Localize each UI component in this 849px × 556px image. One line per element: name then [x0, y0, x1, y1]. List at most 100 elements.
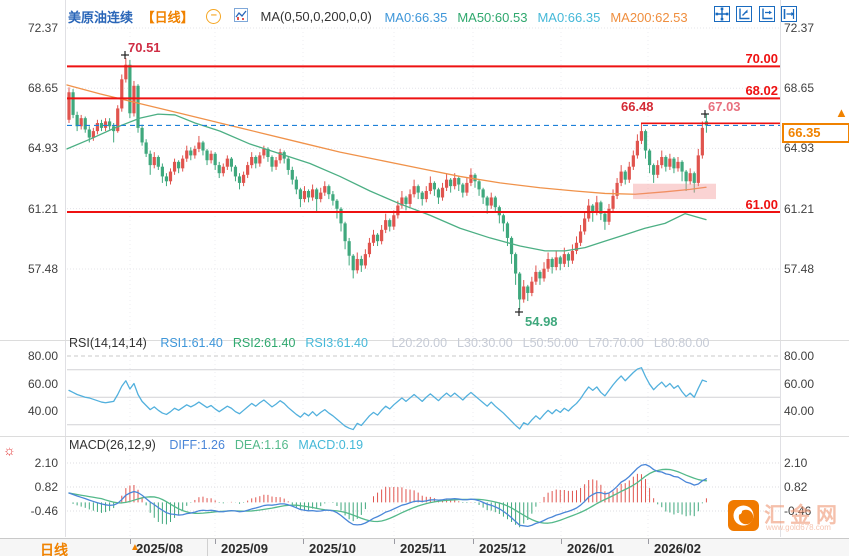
date-tick — [473, 539, 475, 544]
ma-value: MA200:62.53 — [610, 9, 688, 25]
macd-axis-label: -0.46 — [30, 504, 58, 518]
price-axis-label: 57.48 — [27, 262, 58, 276]
date-label: 2026/02 — [654, 541, 701, 556]
macd-values: DIFF:1.26 DEA:1.16 MACD:0.19 — [169, 438, 373, 452]
rsi-axis-label: 60.00 — [27, 376, 58, 391]
auto-fit-icon[interactable] — [758, 6, 775, 27]
collapse-icon[interactable]: – — [206, 9, 222, 24]
annotation-label: 54.98 — [525, 314, 558, 329]
price-axis-label: 68.65 — [27, 81, 58, 96]
price-axis-label: 64.93 — [784, 141, 815, 156]
level-label: 61.00 — [745, 197, 778, 213]
site-logo-url: www.gold678.com — [766, 523, 831, 532]
rsi-level-label: L70:70.00 — [588, 336, 644, 350]
current-price-tag: 66.35 — [782, 123, 849, 143]
ma-value: MA0:66.35 — [537, 9, 601, 25]
site-logo-text: 汇金网 — [764, 504, 842, 527]
indicator-settings-icon[interactable]: ☼ — [3, 442, 16, 458]
price-axis-label: 72.37 — [784, 21, 815, 35]
price-axis-label: 64.93 — [27, 141, 58, 156]
price-axis-label: 61.21 — [27, 201, 58, 216]
diff-line — [68, 463, 708, 528]
site-logo-icon — [728, 500, 759, 536]
y-axis-scale-icon[interactable] — [736, 6, 753, 27]
bottom-bar-divider — [207, 539, 208, 556]
rsi-axis-label: 80.00 — [27, 349, 58, 363]
left-axis-border — [65, 0, 66, 537]
date-tick — [394, 539, 396, 544]
support-resistance-lines — [67, 65, 780, 214]
macd-value: DEA:1.16 — [234, 438, 289, 452]
price-up-arrow-icon: ▲ — [835, 105, 848, 120]
level-label: 70.00 — [745, 51, 778, 67]
rsi-axis-label: 40.00 — [784, 404, 815, 418]
period-selector[interactable]: 日线 — [40, 542, 68, 556]
period-dropdown-icon[interactable]: ▲ — [130, 542, 140, 553]
level-label: 68.02 — [745, 83, 778, 99]
bottom-bar: 日线 ▲ 2025/08 2025/09 2025/10 2025/11 2025/12… — [0, 538, 849, 556]
date-tick — [130, 539, 132, 544]
macd-value: DIFF:1.26 — [169, 438, 225, 452]
date-tick — [648, 539, 650, 544]
rsi-gridlines — [67, 355, 780, 426]
chart-toolbar — [712, 6, 798, 27]
ma50-line — [66, 113, 707, 252]
rsi-axis-label: 40.00 — [27, 404, 58, 418]
extreme-markers — [121, 51, 709, 316]
period-tag: 【日线】 — [141, 10, 194, 25]
rsi-axis-label: 80.00 — [784, 349, 815, 363]
macd-axis-label: 2.10 — [34, 456, 58, 470]
gridlines — [67, 27, 780, 536]
rsi-header: RSI(14,14,14) RSI1:61.40 RSI2:61.40 RSI3:6… — [69, 336, 729, 350]
candlestick-series — [67, 58, 709, 310]
ma-values: MA0:66.35 MA50:60.53 MA0:66.35 MA200:62.53 — [384, 8, 697, 25]
ma-value: MA0:66.35 — [384, 9, 448, 25]
date-label: 2025/11 — [400, 541, 447, 556]
annotation-label: 70.51 — [128, 40, 161, 55]
indicator-chart-icon[interactable] — [233, 7, 248, 25]
macd-axis-label: 2.10 — [784, 456, 808, 470]
current-price-value: 66.35 — [788, 125, 821, 140]
rsi-value: RSI3:61.40 — [305, 336, 368, 350]
rsi-value: RSI2:61.40 — [232, 336, 296, 350]
highlight-zone — [633, 183, 716, 200]
rsi-values: RSI1:61.40 RSI2:61.40 RSI3:61.40 — [160, 336, 378, 350]
rsi-line — [68, 367, 708, 431]
instrument-title: 美原油连续 — [68, 10, 134, 25]
macd-histogram — [72, 473, 707, 528]
rsi-level-labels: L20:20.00 L30:30.00 L50:50.00 L70:70.00 L80:… — [391, 336, 719, 350]
macd-axis-label: 0.82 — [784, 480, 808, 494]
date-label: 2025/12 — [479, 541, 526, 556]
price-axis-label: 57.48 — [784, 262, 815, 276]
rsi-value: RSI1:61.40 — [160, 336, 223, 350]
macd-axis-label: -0.46 — [784, 504, 812, 518]
date-tick — [215, 539, 217, 544]
rsi-formula: RSI(14,14,14) — [69, 336, 147, 350]
main-chart-header: 美原油连续 【日线】 – MA(0,50,0,200,0,0) MA0:66.3… — [68, 7, 698, 26]
pan-crosshair-icon[interactable] — [714, 6, 730, 27]
ma200-line — [66, 84, 707, 195]
scroll-right-icon[interactable] — [781, 6, 798, 27]
date-label: 2025/09 — [221, 541, 268, 556]
price-axis-label: 68.65 — [784, 81, 815, 96]
rsi-axis-label: 60.00 — [784, 376, 815, 391]
rsi-level-label: L50:50.00 — [522, 336, 579, 350]
price-axis-label: 61.21 — [784, 201, 815, 216]
date-tick — [561, 539, 563, 544]
annotation-label: 66.48 — [621, 99, 654, 114]
rsi-level-label: L30:30.00 — [457, 336, 513, 350]
ma-formula: MA(0,50,0,200,0,0) — [260, 9, 372, 24]
macd-formula: MACD(26,12,9) — [69, 438, 156, 452]
date-tick — [303, 539, 305, 544]
date-label: 2026/01 — [567, 541, 614, 556]
ma-value: MA50:60.53 — [457, 9, 528, 25]
macd-panel-border — [0, 436, 849, 437]
annotation-label: 67.03 — [708, 99, 741, 114]
date-label: 2025/08 — [136, 541, 183, 556]
macd-header: MACD(26,12,9) DIFF:1.26 DEA:1.16 MACD:0.19 — [69, 438, 383, 452]
macd-gridlines — [67, 462, 780, 512]
rsi-panel-border — [0, 340, 849, 341]
rsi-level-label: L20:20.00 — [391, 336, 448, 350]
